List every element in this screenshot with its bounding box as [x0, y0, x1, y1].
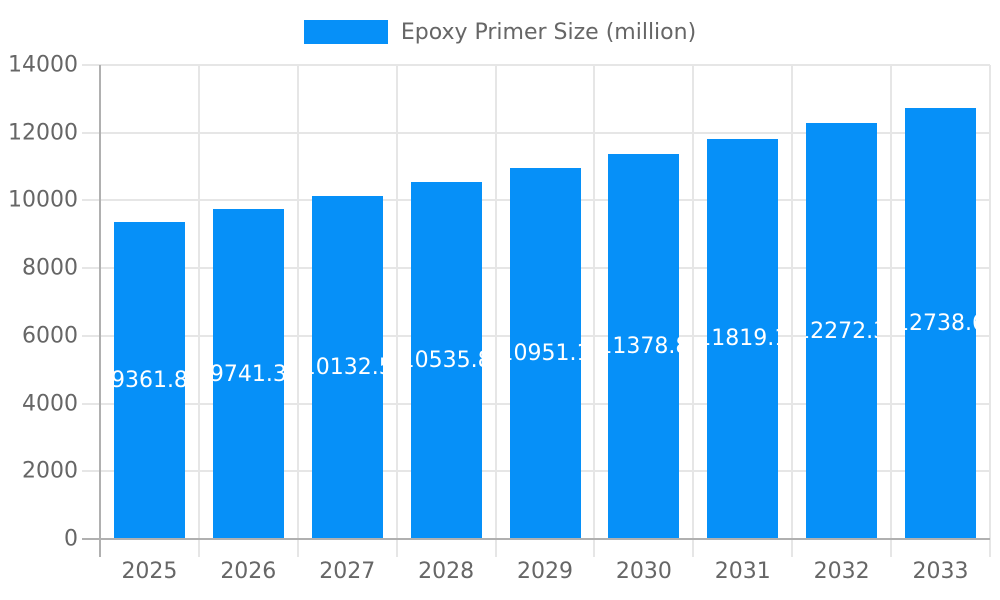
bar-value-label: 10132.5 — [312, 354, 383, 380]
bar: 11819.1 — [707, 138, 779, 539]
bar: 12272.3 — [806, 123, 878, 539]
bar-value-label: 9361.8 — [113, 368, 185, 393]
y-tick-mark — [82, 334, 100, 337]
y-tick-label: 2000 — [22, 458, 78, 484]
y-tick-label: 8000 — [22, 255, 78, 281]
y-tick-label: 14000 — [8, 52, 78, 78]
x-tick-label: 2030 — [615, 559, 672, 584]
bar-value-label: 12272.3 — [806, 318, 877, 344]
y-gridline — [100, 131, 990, 134]
y-tick-label: 0 — [64, 526, 78, 552]
x-tick-label: 2027 — [319, 559, 376, 584]
bar-value-label: 10951.1 — [510, 341, 581, 367]
x-gridline — [197, 65, 200, 557]
x-gridline — [791, 65, 794, 557]
y-tick-mark — [82, 64, 100, 66]
legend: Epoxy Primer Size (million) — [0, 17, 1000, 47]
y-gridline — [100, 64, 990, 66]
y-tick-mark — [82, 267, 100, 270]
bar: 10132.5 — [311, 195, 383, 539]
legend-label: Epoxy Primer Size (million) — [400, 19, 697, 45]
y-tick-label: 12000 — [8, 120, 78, 146]
x-tick-label: 2031 — [714, 559, 771, 584]
bar-value-label: 12738.6 — [905, 310, 976, 336]
x-gridline — [989, 65, 991, 557]
bar-value-label: 11819.1 — [707, 326, 778, 352]
bar: 12738.6 — [905, 107, 977, 539]
x-tick-label: 2025 — [121, 559, 178, 584]
bar: 11378.8 — [608, 153, 680, 539]
x-tick-label: 2029 — [516, 559, 573, 584]
x-tick-label: 2032 — [813, 559, 870, 584]
y-tick-label: 6000 — [22, 323, 78, 349]
x-gridline — [890, 65, 893, 557]
x-gridline — [296, 65, 299, 557]
x-gridline — [593, 65, 596, 557]
legend-swatch — [303, 20, 388, 44]
y-tick-mark — [82, 131, 100, 134]
x-tick-label: 2026 — [220, 559, 277, 584]
bar: 10535.8 — [410, 182, 482, 539]
y-tick-mark — [82, 470, 100, 473]
x-gridline — [395, 65, 398, 557]
x-tick-label: 2028 — [418, 559, 475, 584]
x-tick-label: 2033 — [912, 559, 969, 584]
bar-value-label: 10535.8 — [411, 348, 482, 374]
x-gridline — [692, 65, 695, 557]
bar: 9361.8 — [113, 222, 185, 539]
x-axis-line — [82, 538, 990, 540]
y-tick-mark — [82, 402, 100, 405]
y-tick-label: 10000 — [8, 187, 78, 213]
y-tick-mark — [82, 199, 100, 202]
bar: 9741.3 — [212, 209, 284, 539]
bar-value-label: 9741.3 — [212, 361, 284, 387]
bar: 10951.1 — [509, 168, 581, 539]
bar-value-label: 11378.8 — [608, 333, 679, 359]
x-gridline — [494, 65, 497, 557]
y-tick-label: 4000 — [22, 391, 78, 417]
y-axis-line — [99, 65, 101, 557]
